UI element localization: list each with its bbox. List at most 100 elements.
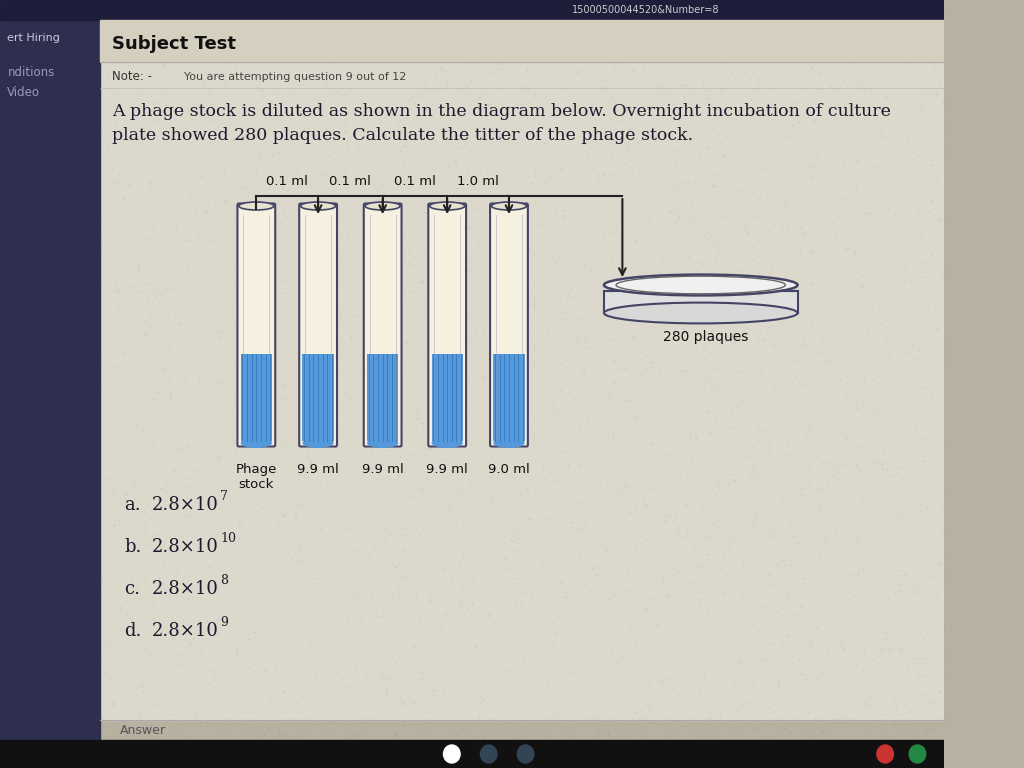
Point xyxy=(444,124,461,137)
Point xyxy=(740,705,757,717)
Point xyxy=(251,349,267,361)
Point xyxy=(786,249,803,261)
Point xyxy=(418,40,434,52)
Point xyxy=(910,344,927,356)
Point xyxy=(377,657,393,670)
Point xyxy=(792,250,808,262)
Point xyxy=(662,68,678,81)
Point xyxy=(482,470,499,482)
Point xyxy=(445,174,462,186)
Point xyxy=(920,502,936,515)
Point xyxy=(901,650,918,662)
Point xyxy=(170,91,186,103)
Point xyxy=(644,149,660,161)
Point xyxy=(788,700,805,712)
Point xyxy=(818,478,835,490)
Point xyxy=(932,544,948,556)
Point xyxy=(806,33,822,45)
Point xyxy=(672,470,688,482)
Point xyxy=(139,498,156,510)
Point xyxy=(637,604,653,616)
Point xyxy=(0,352,8,364)
Point xyxy=(185,101,202,114)
Point xyxy=(519,551,536,564)
Point xyxy=(500,579,516,591)
Point xyxy=(248,310,264,323)
Point xyxy=(626,540,642,552)
Point xyxy=(644,34,660,46)
Point xyxy=(518,313,535,326)
Point xyxy=(284,60,300,72)
Point xyxy=(737,546,754,558)
Point xyxy=(430,275,446,287)
Point xyxy=(926,362,942,375)
Point xyxy=(683,214,699,227)
Point xyxy=(862,266,879,279)
Point xyxy=(749,71,765,84)
Point xyxy=(410,0,426,10)
Point xyxy=(901,151,918,163)
Point xyxy=(445,574,462,587)
Point xyxy=(145,415,162,427)
Point xyxy=(202,114,218,126)
Point xyxy=(36,509,52,521)
Point xyxy=(356,400,373,412)
Point xyxy=(146,348,163,360)
Point xyxy=(485,728,502,740)
Point xyxy=(412,276,428,288)
Point xyxy=(855,166,871,178)
Point xyxy=(209,48,225,61)
Point xyxy=(497,759,513,768)
Point xyxy=(736,341,753,353)
Point xyxy=(644,667,660,680)
Point xyxy=(421,704,437,717)
Point xyxy=(139,295,156,307)
Point xyxy=(237,94,253,107)
Point xyxy=(347,60,364,72)
Point xyxy=(721,560,737,572)
Point xyxy=(837,546,853,558)
Point xyxy=(348,448,365,460)
Point xyxy=(499,302,515,314)
Point xyxy=(245,458,261,470)
Point xyxy=(33,14,49,26)
Point xyxy=(262,110,279,122)
Point xyxy=(366,475,382,487)
Point xyxy=(908,392,925,405)
Point xyxy=(350,171,367,184)
Point xyxy=(210,346,226,358)
Point xyxy=(756,151,772,163)
Point xyxy=(581,742,597,754)
Point xyxy=(765,445,781,458)
Point xyxy=(359,706,376,718)
Point xyxy=(131,680,147,693)
Point xyxy=(678,66,694,78)
Point xyxy=(494,173,510,185)
Point xyxy=(254,607,270,620)
Point xyxy=(719,316,735,328)
Point xyxy=(769,601,785,614)
Point xyxy=(487,21,504,33)
Point xyxy=(436,474,453,486)
Point xyxy=(730,248,746,260)
Point xyxy=(572,548,589,560)
Point xyxy=(145,721,162,733)
Point xyxy=(506,367,522,379)
Point xyxy=(398,134,415,146)
Point xyxy=(386,602,402,614)
Point xyxy=(532,598,549,611)
Point xyxy=(551,664,567,677)
Point xyxy=(741,584,758,596)
Point xyxy=(411,541,427,554)
Point xyxy=(217,196,233,208)
Point xyxy=(353,252,370,264)
Point xyxy=(918,51,934,64)
Point xyxy=(790,522,806,535)
Point xyxy=(167,126,183,138)
Point xyxy=(55,172,72,184)
Point xyxy=(154,486,170,498)
Point xyxy=(191,22,208,34)
Point xyxy=(144,478,161,491)
Point xyxy=(678,109,694,121)
Point xyxy=(104,526,121,538)
